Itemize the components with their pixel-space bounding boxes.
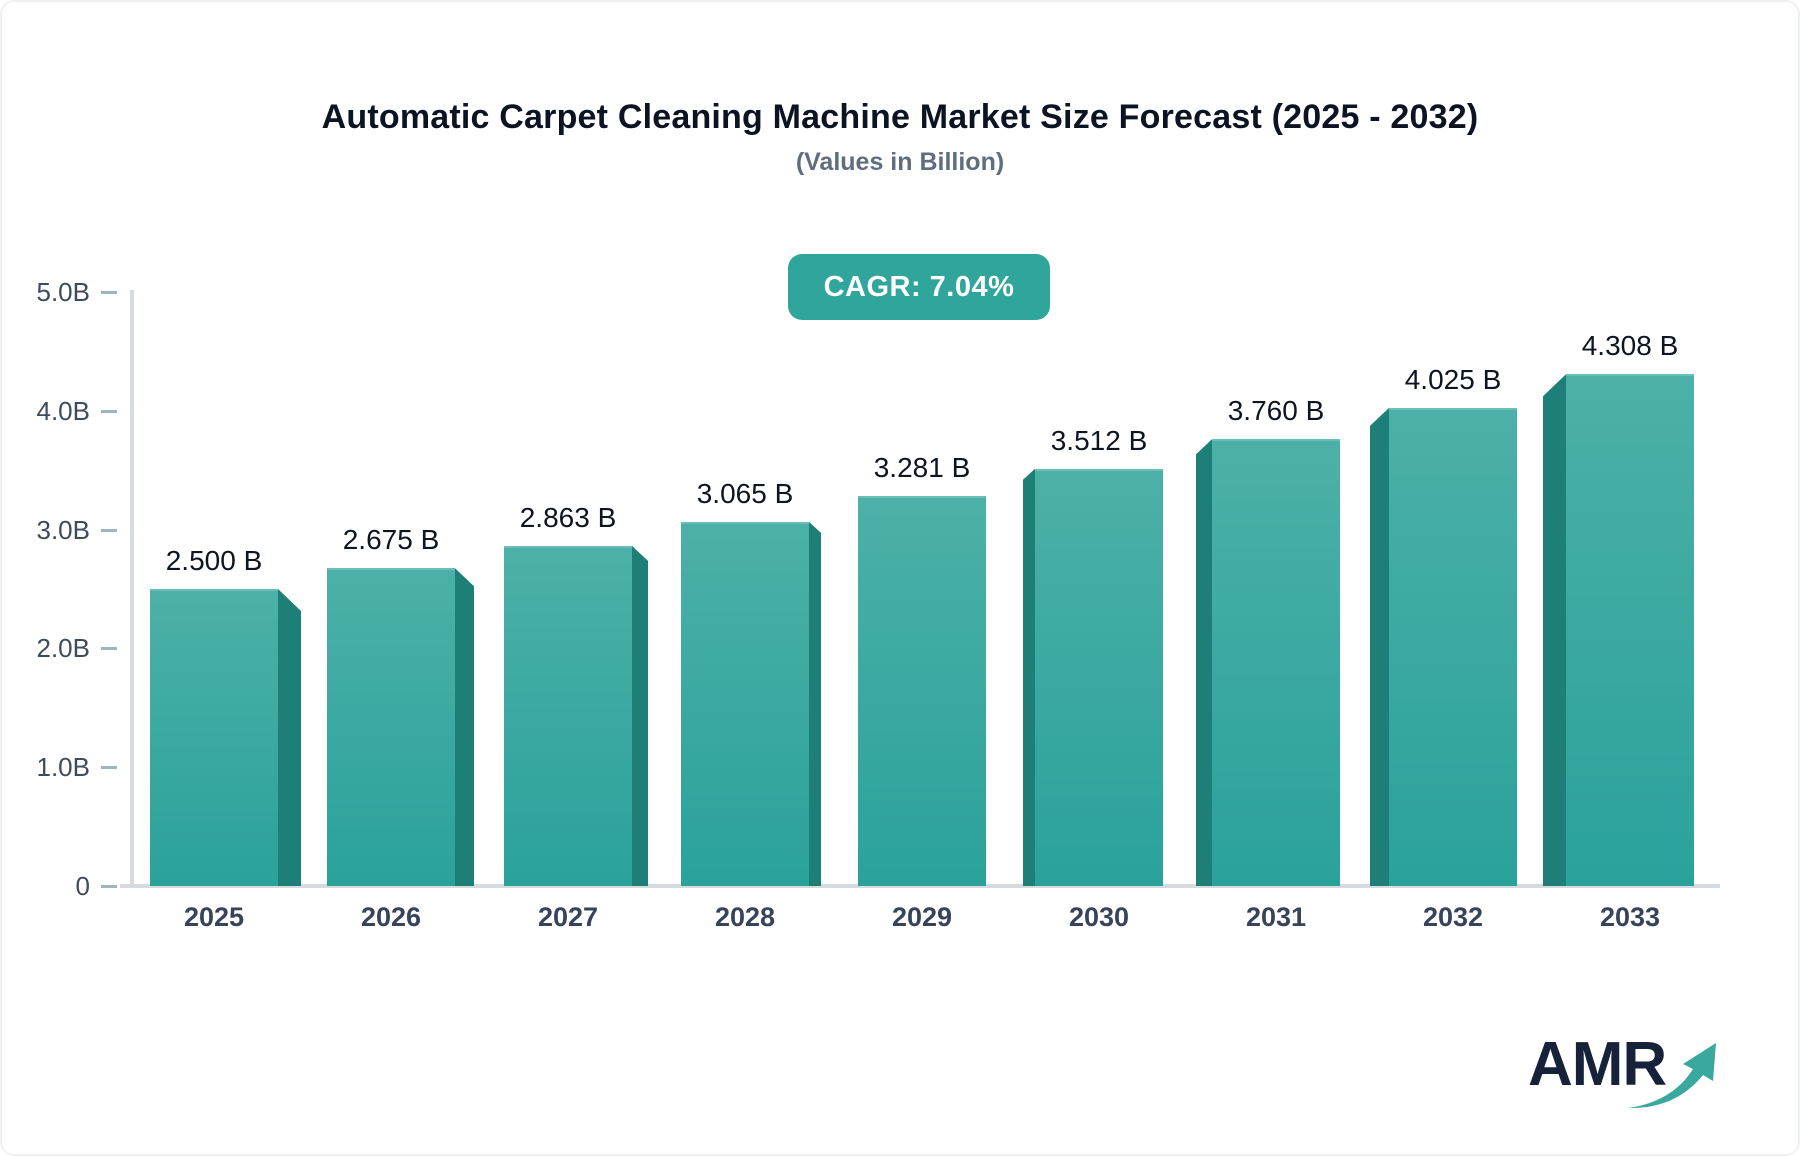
bar-face-2031	[1212, 439, 1340, 886]
bar-value-label-2032: 4.025 B	[1404, 363, 1502, 395]
amr-logo-text: AMR	[1528, 1030, 1667, 1099]
y-axis-label: 0	[75, 871, 90, 901]
bar-value-label-2028: 3.065 B	[696, 477, 794, 509]
x-axis-label-2028: 2028	[714, 902, 776, 932]
x-axis-label-2026: 2026	[360, 902, 422, 932]
y-axis-label: 2.0B	[36, 633, 91, 664]
x-axis-label-2033: 2033	[1599, 902, 1661, 932]
bar-side-2028	[809, 521, 821, 886]
bar-side-2027	[632, 545, 648, 886]
y-axis-label: 3.0B	[36, 514, 91, 545]
bar-face-2030	[1035, 468, 1163, 886]
bar-side-2026	[455, 568, 474, 886]
x-axis-label-2025: 2025	[183, 902, 245, 932]
bar-side-2025	[278, 589, 301, 886]
x-axis-line	[120, 884, 1720, 888]
x-axis-label-2030: 2030	[1068, 902, 1130, 932]
x-axis-label-2027: 2027	[537, 902, 599, 932]
y-axis-tick	[101, 291, 117, 294]
bar-face-2032	[1389, 407, 1517, 886]
x-axis-label-2032: 2032	[1422, 902, 1484, 932]
bar-value-label-2033: 4.308 B	[1581, 330, 1679, 362]
bar-value-label-2029: 3.281 B	[873, 452, 971, 484]
y-axis-tick	[101, 409, 117, 413]
bar-side-2030	[1023, 468, 1035, 886]
bar-value-label-2025: 2.500 B	[165, 545, 263, 576]
y-axis-tick	[101, 647, 117, 651]
bar-side-2032	[1370, 407, 1389, 886]
y-axis-label: 1.0B	[36, 752, 91, 783]
chart-subtitle: (Values in Billion)	[795, 148, 1005, 176]
growth-arrow-icon	[1628, 1043, 1716, 1109]
cagr-badge: CAGR: 7.04%	[788, 254, 1050, 320]
x-axis-label-2029: 2029	[891, 902, 953, 932]
y-axis-tick	[101, 528, 117, 532]
bar-face-2026	[327, 568, 455, 886]
y-axis-tick	[101, 885, 117, 888]
chart-title: Automatic Carpet Cleaning Machine Market…	[321, 98, 1479, 136]
amr-logo: AMR	[1528, 1028, 1738, 1118]
bar-side-2031	[1196, 439, 1212, 886]
y-axis-label: 5.0B	[36, 277, 91, 307]
bar-face-2025	[150, 589, 278, 886]
bar-face-2029	[858, 496, 986, 886]
bar-side-2033	[1543, 374, 1566, 886]
y-axis-tick	[101, 766, 117, 770]
bar-value-label-2031: 3.760 B	[1227, 395, 1325, 427]
y-axis-line	[130, 290, 134, 888]
bar-value-label-2027: 2.863 B	[519, 501, 617, 533]
bar-face-2033	[1566, 374, 1694, 886]
bar-value-label-2030: 3.512 B	[1050, 424, 1148, 456]
bar-face-2028	[681, 521, 809, 886]
y-axis-label: 4.0B	[36, 395, 91, 426]
x-axis-label-2031: 2031	[1245, 902, 1307, 932]
bar-value-label-2026: 2.675 B	[342, 524, 440, 556]
bar-face-2027	[504, 545, 632, 886]
